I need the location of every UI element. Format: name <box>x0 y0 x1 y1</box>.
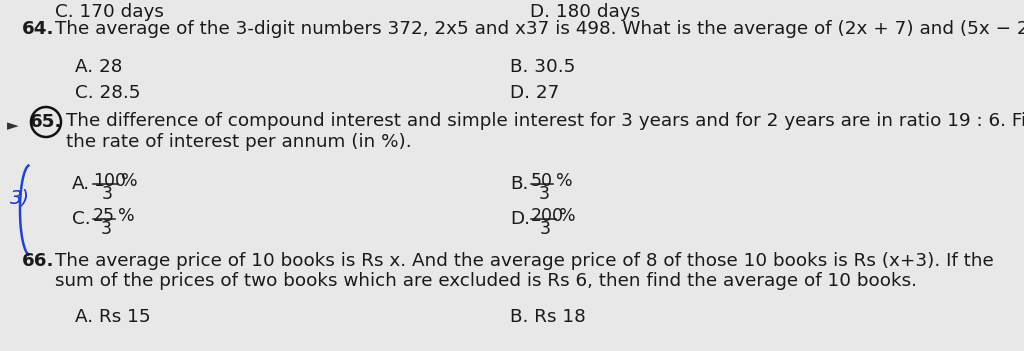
Text: B. 30.5: B. 30.5 <box>510 58 575 76</box>
Text: %: % <box>559 207 575 225</box>
Text: The average of the 3-digit numbers 372, 2x5 and x37 is 498. What is the average : The average of the 3-digit numbers 372, … <box>55 20 1024 38</box>
Text: %: % <box>118 207 134 225</box>
Text: 50: 50 <box>531 172 553 190</box>
Text: B.: B. <box>510 175 528 193</box>
Text: 65.: 65. <box>30 113 62 131</box>
Text: D.: D. <box>510 210 530 228</box>
Text: C.: C. <box>72 210 91 228</box>
Text: A.: A. <box>72 175 90 193</box>
Text: C. 28.5: C. 28.5 <box>75 84 140 102</box>
Text: ►: ► <box>7 118 18 133</box>
Text: %: % <box>121 172 137 190</box>
Text: sum of the prices of two books which are excluded is Rs 6, then find the average: sum of the prices of two books which are… <box>55 272 918 290</box>
Text: 3: 3 <box>539 185 550 203</box>
Text: C. 170 days: C. 170 days <box>55 3 164 21</box>
Text: The difference of compound interest and simple interest for 3 years and for 2 ye: The difference of compound interest and … <box>66 112 1024 151</box>
Text: %: % <box>556 172 572 190</box>
Text: B. Rs 18: B. Rs 18 <box>510 308 586 326</box>
Text: 3): 3) <box>10 188 30 207</box>
Text: A. Rs 15: A. Rs 15 <box>75 308 151 326</box>
Text: 200: 200 <box>531 207 564 225</box>
Text: A. 28: A. 28 <box>75 58 123 76</box>
Text: 3: 3 <box>101 220 112 238</box>
Text: 64.: 64. <box>22 20 54 38</box>
Text: 100: 100 <box>93 172 126 190</box>
Text: D. 180 days: D. 180 days <box>530 3 640 21</box>
Text: 3: 3 <box>102 185 113 203</box>
Text: 66.: 66. <box>22 252 54 270</box>
Text: The average price of 10 books is Rs x. And the average price of 8 of those 10 bo: The average price of 10 books is Rs x. A… <box>55 252 993 270</box>
Text: 3: 3 <box>540 220 551 238</box>
Text: 25: 25 <box>93 207 115 225</box>
Text: D. 27: D. 27 <box>510 84 559 102</box>
